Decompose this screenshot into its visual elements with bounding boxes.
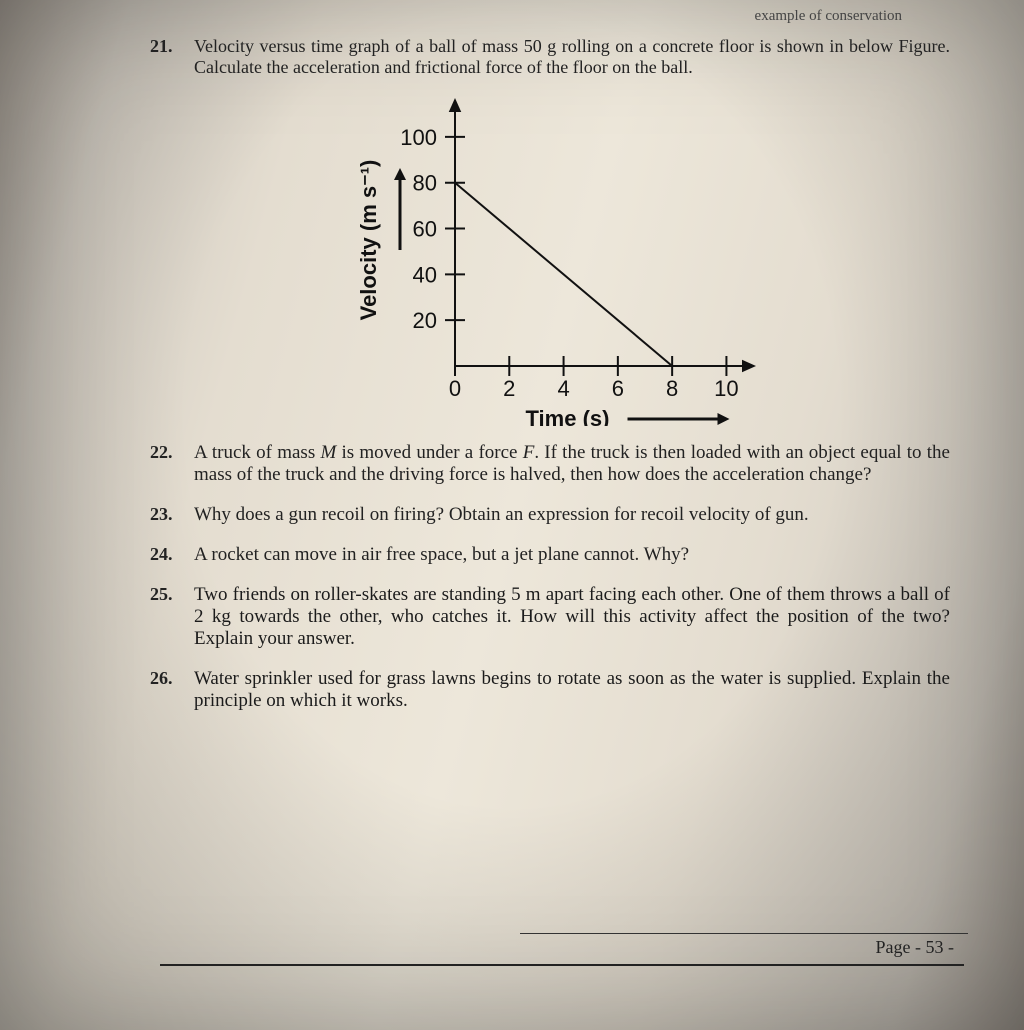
svg-text:60: 60 <box>413 217 437 242</box>
question-21-number: 21. <box>150 36 186 57</box>
question-25: 25. Two friends on roller-skates are sta… <box>150 584 950 650</box>
svg-text:4: 4 <box>557 376 569 401</box>
question-23: 23. Why does a gun recoil on firing? Obt… <box>150 504 950 526</box>
question-21: 21. Velocity versus time graph of a ball… <box>150 36 950 78</box>
question-26-text: Water sprinkler used for grass lawns beg… <box>194 668 950 712</box>
svg-text:100: 100 <box>400 125 437 150</box>
page-number: Page - 53 - <box>876 937 954 958</box>
question-24-number: 24. <box>150 544 186 565</box>
q22-pre: A truck of mass <box>194 442 320 463</box>
question-23-text: Why does a gun recoil on firing? Obtain … <box>194 504 809 526</box>
svg-text:80: 80 <box>413 171 437 196</box>
svg-text:6: 6 <box>612 376 624 401</box>
svg-text:0: 0 <box>449 376 461 401</box>
question-22-text: A truck of mass M is moved under a force… <box>194 442 950 486</box>
svg-text:Time (s): Time (s) <box>526 406 610 426</box>
svg-text:8: 8 <box>666 376 678 401</box>
paper-surface: example of conservation 21. Velocity ver… <box>0 0 1024 1030</box>
question-21-text: Velocity versus time graph of a ball of … <box>194 36 950 78</box>
q22-M: M <box>320 442 336 463</box>
question-26-number: 26. <box>150 668 186 689</box>
question-26: 26. Water sprinkler used for grass lawns… <box>150 668 950 712</box>
svg-text:2: 2 <box>503 376 515 401</box>
velocity-time-chart-container: 20 40 60 80 100 0 2 4 6 8 10 Time (s) Velocity (m s⁻… <box>150 96 950 426</box>
svg-text:20: 20 <box>413 308 437 333</box>
question-25-number: 25. <box>150 584 186 605</box>
svg-text:40: 40 <box>413 263 437 288</box>
content-area: example of conservation 21. Velocity ver… <box>150 0 950 730</box>
question-25-text: Two friends on roller-skates are standin… <box>194 584 950 650</box>
velocity-time-chart: 20 40 60 80 100 0 2 4 6 8 10 Time (s) Velocity (m s⁻… <box>340 96 760 426</box>
question-24-text: A rocket can move in air free space, but… <box>194 544 689 566</box>
svg-text:10: 10 <box>714 376 738 401</box>
q22-F: F <box>523 442 535 463</box>
header-fragment: example of conservation <box>150 6 902 26</box>
question-24: 24. A rocket can move in air free space,… <box>150 544 950 566</box>
svg-text:Velocity (m s⁻¹): Velocity (m s⁻¹) <box>356 160 381 321</box>
footer-rule <box>160 964 964 966</box>
question-22: 22. A truck of mass M is moved under a f… <box>150 442 950 486</box>
question-23-number: 23. <box>150 504 186 525</box>
question-22-number: 22. <box>150 442 186 463</box>
q22-mid: is moved under a force <box>336 442 522 463</box>
footer-rule-short <box>520 933 968 934</box>
